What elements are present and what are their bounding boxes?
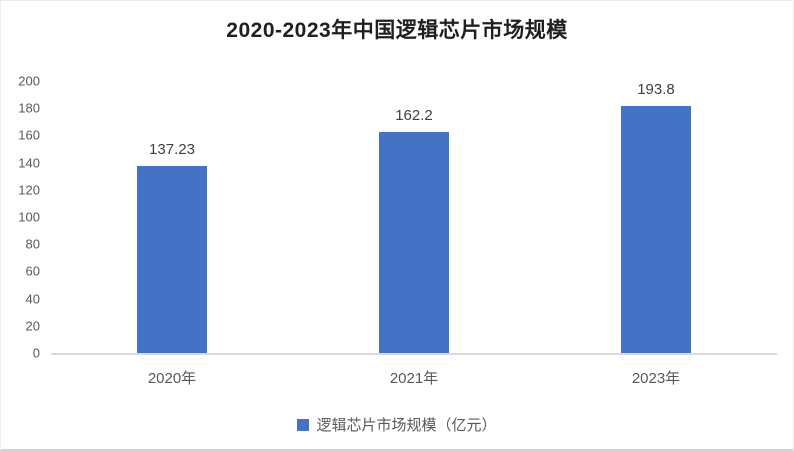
bar-value-label: 137.23 [149,141,195,159]
y-tick-label: 100 [18,209,40,225]
y-tick-label: 0 [32,345,40,361]
plot-area: 137.23 162.2 193.8 [51,81,777,353]
y-tick-label: 180 [18,100,40,116]
y-tick-label: 40 [25,291,40,307]
x-category-label: 2021年 [389,370,439,387]
bar[interactable] [137,166,207,353]
legend: 逻辑芯片市场规模（亿元） [1,414,793,435]
bar-column: 162.2 [293,81,535,353]
bar-chart: 0 20 40 60 80 100 120 140 160 180 200 137.23 162.2 1… [18,74,777,361]
y-tick-label: 200 [18,73,40,89]
bar-column: 193.8 [535,81,777,353]
y-tick-label: 60 [25,263,40,279]
bar[interactable] [379,132,449,353]
bar-column: 137.23 [51,81,293,353]
x-category-label: 2023年 [631,370,681,387]
x-category-label: 2020年 [147,370,197,387]
legend-label: 逻辑芯片市场规模（亿元） [316,417,497,434]
y-tick-label: 20 [25,318,40,334]
bar-value-label: 193.8 [637,81,675,98]
y-tick-label: 160 [18,127,40,143]
chart-title: 2020-2023年中国逻辑芯片市场规模 [226,19,568,42]
bar-value-label: 162.2 [395,107,433,125]
y-tick-label: 80 [25,236,40,252]
y-tick-label: 140 [18,155,40,171]
legend-swatch-icon [297,418,310,431]
x-axis: 2020年 2021年 2023年 [51,367,777,388]
bar[interactable] [621,106,691,353]
y-tick-label: 120 [18,182,40,198]
